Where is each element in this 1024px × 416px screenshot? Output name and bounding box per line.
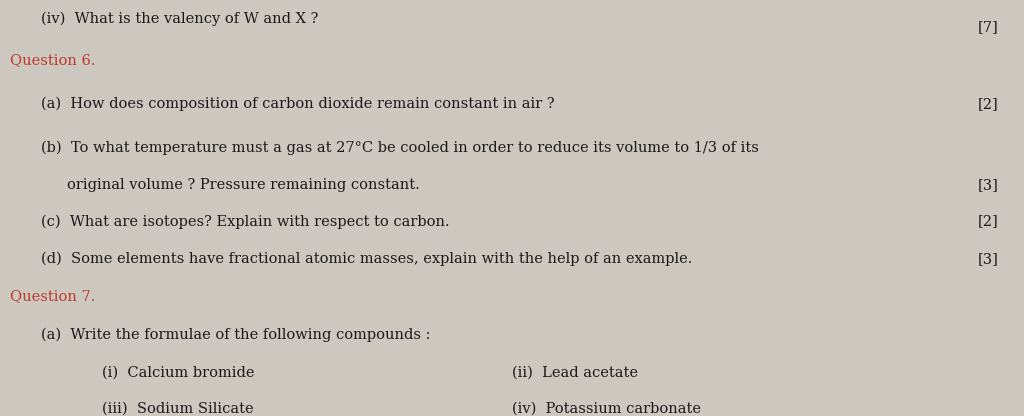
- Text: (c)  What are isotopes? Explain with respect to carbon.: (c) What are isotopes? Explain with resp…: [41, 214, 450, 228]
- Text: [2]: [2]: [978, 97, 998, 111]
- Text: [3]: [3]: [978, 178, 998, 192]
- Text: (iv)  What is the valency of W and X ?: (iv) What is the valency of W and X ?: [41, 12, 318, 26]
- Text: original volume ? Pressure remaining constant.: original volume ? Pressure remaining con…: [67, 178, 419, 192]
- Text: Question 7.: Question 7.: [10, 289, 95, 303]
- Text: (a)  Write the formulae of the following compounds :: (a) Write the formulae of the following …: [41, 328, 430, 342]
- Text: [3]: [3]: [978, 252, 998, 266]
- Text: (ii)  Lead acetate: (ii) Lead acetate: [512, 365, 638, 379]
- Text: (i)  Calcium bromide: (i) Calcium bromide: [102, 365, 255, 379]
- Text: (a)  How does composition of carbon dioxide remain constant in air ?: (a) How does composition of carbon dioxi…: [41, 97, 555, 111]
- Text: (d)  Some elements have fractional atomic masses, explain with the help of an ex: (d) Some elements have fractional atomic…: [41, 252, 692, 266]
- Text: (b)  To what temperature must a gas at 27°C be cooled in order to reduce its vol: (b) To what temperature must a gas at 27…: [41, 141, 759, 155]
- Text: [2]: [2]: [978, 214, 998, 228]
- Text: Question 6.: Question 6.: [10, 53, 95, 67]
- Text: [7]: [7]: [978, 20, 998, 34]
- Text: (iv)  Potassium carbonate: (iv) Potassium carbonate: [512, 401, 701, 416]
- Text: (iii)  Sodium Silicate: (iii) Sodium Silicate: [102, 401, 254, 416]
